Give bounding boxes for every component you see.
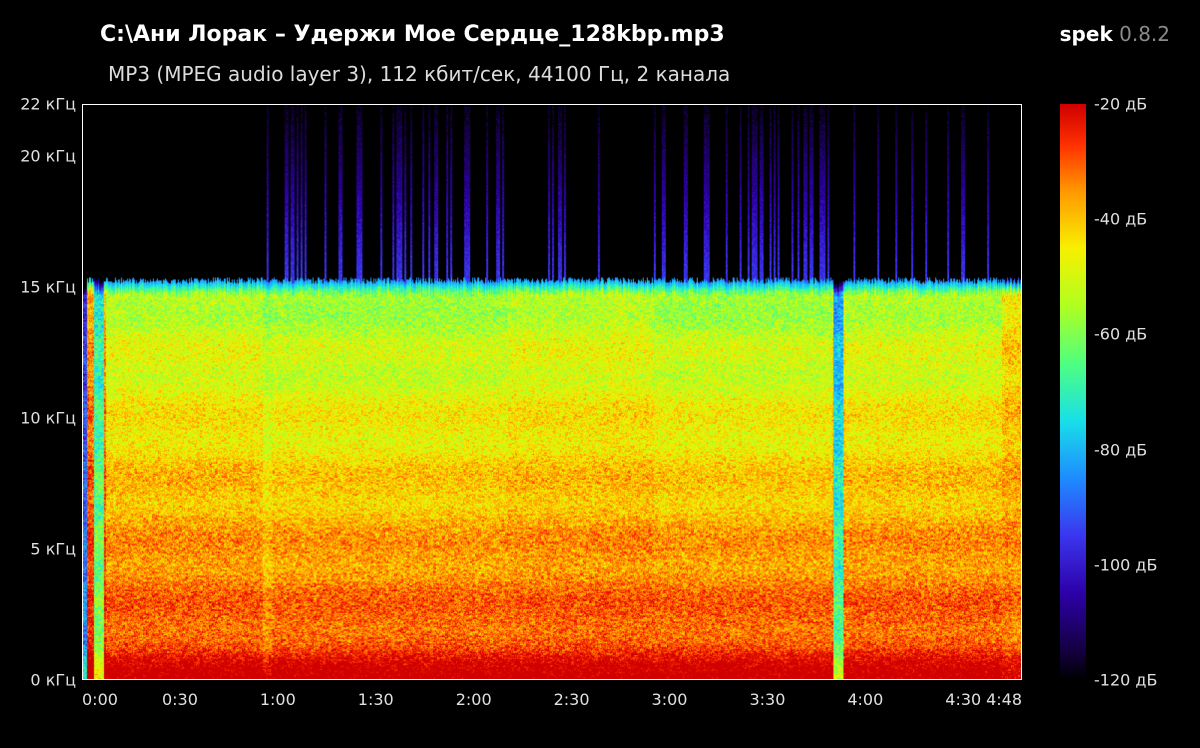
time-tick-label: 2:30 [554, 690, 590, 709]
time-tick-label: 4:30 [945, 690, 981, 709]
frequency-tick-label: 20 кГц [20, 147, 76, 166]
db-tick-label: -60 дБ [1094, 325, 1147, 344]
time-tick-label: 0:00 [82, 690, 118, 709]
db-tick-label: -120 дБ [1094, 671, 1157, 690]
frequency-axis: 0 кГц5 кГц10 кГц15 кГц20 кГц22 кГц [0, 104, 76, 680]
time-tick-label: 1:30 [358, 690, 394, 709]
frequency-tick-label: 10 кГц [20, 409, 76, 428]
spectrogram-canvas [83, 105, 1021, 679]
time-tick-label: 4:00 [847, 690, 883, 709]
frequency-tick-label: 5 кГц [30, 540, 76, 559]
frequency-tick-label: 0 кГц [30, 671, 76, 690]
header: C:\Ани Лорак – Удержи Мое Сердце_128kbp.… [100, 22, 1170, 47]
time-tick-label: 1:00 [260, 690, 296, 709]
app-version: 0.8.2 [1119, 22, 1170, 46]
time-tick-label: 4:48 [986, 690, 1022, 709]
db-tick-label: -100 дБ [1094, 555, 1157, 574]
file-info-subtitle: MP3 (MPEG audio layer 3), 112 кбит/сек, … [108, 62, 730, 86]
time-tick-label: 3:00 [652, 690, 688, 709]
spectrogram-plot [82, 104, 1022, 680]
app-name: spek [1060, 22, 1113, 46]
db-tick-label: -40 дБ [1094, 210, 1147, 229]
app-label: spek 0.8.2 [1060, 22, 1170, 46]
colorbar: -20 дБ-40 дБ-60 дБ-80 дБ-100 дБ-120 дБ [1060, 104, 1180, 680]
time-tick-label: 2:00 [456, 690, 492, 709]
colorbar-gradient [1060, 104, 1086, 680]
time-tick-label: 0:30 [162, 690, 198, 709]
time-tick-label: 3:30 [749, 690, 785, 709]
frequency-tick-label: 22 кГц [20, 95, 76, 114]
frequency-tick-label: 15 кГц [20, 278, 76, 297]
db-tick-label: -20 дБ [1094, 95, 1147, 114]
db-tick-label: -80 дБ [1094, 440, 1147, 459]
file-path-title: C:\Ани Лорак – Удержи Мое Сердце_128kbp.… [100, 22, 725, 47]
